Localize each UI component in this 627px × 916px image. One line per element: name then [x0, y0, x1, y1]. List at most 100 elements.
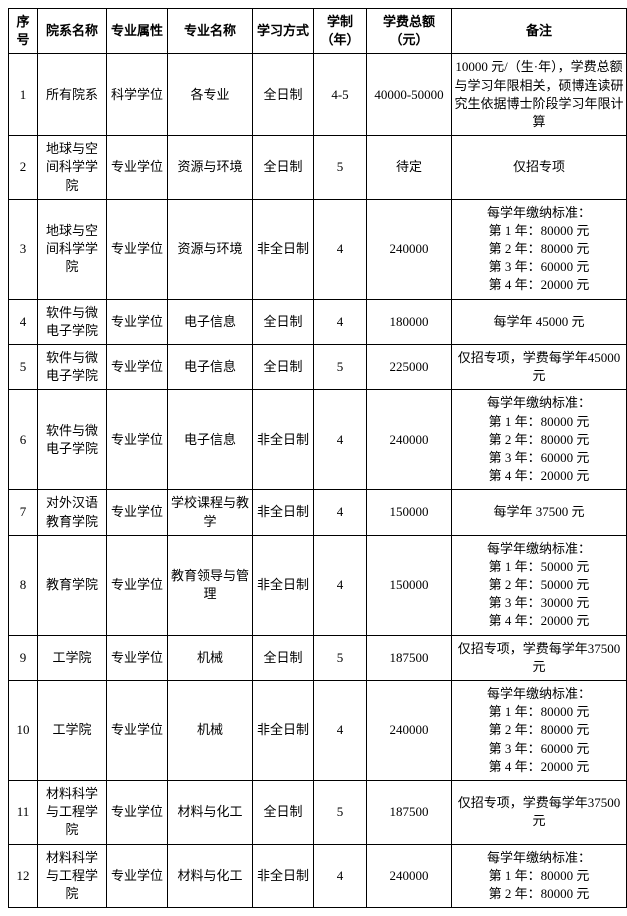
- cell-school: 地球与空间科学学院: [38, 136, 107, 200]
- cell-degree: 专业学位: [107, 136, 168, 200]
- cell-years: 5: [314, 345, 367, 390]
- cell-remark: 每学年 45000 元: [452, 299, 627, 344]
- cell-fee: 180000: [367, 299, 452, 344]
- cell-seq: 11: [9, 780, 38, 844]
- cell-fee: 240000: [367, 199, 452, 299]
- cell-major: 电子信息: [168, 345, 253, 390]
- cell-major: 电子信息: [168, 299, 253, 344]
- cell-degree: 专业学位: [107, 490, 168, 535]
- cell-remark: 每学年缴纳标准： 第 1 年：80000 元 第 2 年：80000 元: [452, 844, 627, 908]
- cell-major: 教育领导与管理: [168, 535, 253, 635]
- header-seq: 序号: [9, 9, 38, 54]
- cell-years: 4: [314, 199, 367, 299]
- cell-fee: 40000-50000: [367, 54, 452, 136]
- cell-fee: 225000: [367, 345, 452, 390]
- cell-years: 5: [314, 635, 367, 680]
- cell-school: 工学院: [38, 681, 107, 781]
- table-row: 7对外汉语教育学院专业学位学校课程与教学非全日制4150000每学年 37500…: [9, 490, 627, 535]
- cell-school: 材料科学与工程学院: [38, 780, 107, 844]
- cell-years: 4-5: [314, 54, 367, 136]
- cell-school: 软件与微电子学院: [38, 390, 107, 490]
- cell-years: 4: [314, 681, 367, 781]
- table-body: 1所有院系科学学位各专业全日制4-540000-5000010000 元/（生·…: [9, 54, 627, 908]
- cell-degree: 专业学位: [107, 199, 168, 299]
- cell-seq: 1: [9, 54, 38, 136]
- cell-major: 机械: [168, 635, 253, 680]
- table-row: 9工学院专业学位机械全日制5187500仅招专项，学费每学年37500 元: [9, 635, 627, 680]
- cell-years: 4: [314, 535, 367, 635]
- cell-fee: 150000: [367, 490, 452, 535]
- cell-degree: 专业学位: [107, 535, 168, 635]
- cell-major: 电子信息: [168, 390, 253, 490]
- cell-remark: 每学年缴纳标准： 第 1 年：80000 元 第 2 年：80000 元 第 3…: [452, 390, 627, 490]
- cell-seq: 3: [9, 199, 38, 299]
- cell-degree: 科学学位: [107, 54, 168, 136]
- cell-remark: 仅招专项，学费每学年37500 元: [452, 635, 627, 680]
- header-school: 院系名称: [38, 9, 107, 54]
- cell-years: 5: [314, 136, 367, 200]
- header-major: 专业名称: [168, 9, 253, 54]
- cell-mode: 全日制: [253, 136, 314, 200]
- cell-remark: 每学年 37500 元: [452, 490, 627, 535]
- cell-major: 材料与化工: [168, 780, 253, 844]
- header-years: 学制（年）: [314, 9, 367, 54]
- cell-remark: 每学年缴纳标准： 第 1 年：80000 元 第 2 年：80000 元 第 3…: [452, 681, 627, 781]
- table-row: 12材料科学与工程学院专业学位材料与化工非全日制4240000每学年缴纳标准： …: [9, 844, 627, 908]
- header-degree: 专业属性: [107, 9, 168, 54]
- cell-degree: 专业学位: [107, 299, 168, 344]
- cell-seq: 7: [9, 490, 38, 535]
- cell-degree: 专业学位: [107, 844, 168, 908]
- cell-years: 4: [314, 299, 367, 344]
- cell-school: 所有院系: [38, 54, 107, 136]
- cell-mode: 全日制: [253, 345, 314, 390]
- cell-seq: 10: [9, 681, 38, 781]
- header-mode: 学习方式: [253, 9, 314, 54]
- table-header: 序号 院系名称 专业属性 专业名称 学习方式 学制（年） 学费总额（元） 备注: [9, 9, 627, 54]
- cell-mode: 全日制: [253, 635, 314, 680]
- cell-mode: 全日制: [253, 54, 314, 136]
- cell-mode: 全日制: [253, 299, 314, 344]
- table-row: 10工学院专业学位机械非全日制4240000每学年缴纳标准： 第 1 年：800…: [9, 681, 627, 781]
- table-row: 11材料科学与工程学院专业学位材料与化工全日制5187500仅招专项，学费每学年…: [9, 780, 627, 844]
- header-fee: 学费总额（元）: [367, 9, 452, 54]
- cell-fee: 150000: [367, 535, 452, 635]
- cell-major: 各专业: [168, 54, 253, 136]
- cell-mode: 非全日制: [253, 199, 314, 299]
- cell-years: 4: [314, 844, 367, 908]
- cell-major: 机械: [168, 681, 253, 781]
- cell-remark: 仅招专项，学费每学年37500 元: [452, 780, 627, 844]
- cell-years: 4: [314, 390, 367, 490]
- table-row: 4软件与微电子学院专业学位电子信息全日制4180000每学年 45000 元: [9, 299, 627, 344]
- cell-major: 资源与环境: [168, 199, 253, 299]
- cell-mode: 非全日制: [253, 844, 314, 908]
- cell-degree: 专业学位: [107, 681, 168, 781]
- cell-seq: 4: [9, 299, 38, 344]
- cell-mode: 非全日制: [253, 390, 314, 490]
- cell-school: 工学院: [38, 635, 107, 680]
- cell-seq: 5: [9, 345, 38, 390]
- cell-school: 软件与微电子学院: [38, 299, 107, 344]
- table-row: 8教育学院专业学位教育领导与管理非全日制4150000每学年缴纳标准： 第 1 …: [9, 535, 627, 635]
- table-row: 2地球与空间科学学院专业学位资源与环境全日制5待定仅招专项: [9, 136, 627, 200]
- cell-school: 对外汉语教育学院: [38, 490, 107, 535]
- cell-fee: 240000: [367, 681, 452, 781]
- cell-mode: 非全日制: [253, 535, 314, 635]
- cell-degree: 专业学位: [107, 345, 168, 390]
- cell-major: 材料与化工: [168, 844, 253, 908]
- cell-mode: 非全日制: [253, 681, 314, 781]
- cell-remark: 每学年缴纳标准： 第 1 年：50000 元 第 2 年：50000 元 第 3…: [452, 535, 627, 635]
- table-row: 3地球与空间科学学院专业学位资源与环境非全日制4240000每学年缴纳标准： 第…: [9, 199, 627, 299]
- header-remark: 备注: [452, 9, 627, 54]
- cell-mode: 全日制: [253, 780, 314, 844]
- cell-fee: 187500: [367, 780, 452, 844]
- cell-seq: 6: [9, 390, 38, 490]
- table-row: 1所有院系科学学位各专业全日制4-540000-5000010000 元/（生·…: [9, 54, 627, 136]
- cell-years: 4: [314, 490, 367, 535]
- cell-seq: 2: [9, 136, 38, 200]
- cell-degree: 专业学位: [107, 780, 168, 844]
- table-row: 6软件与微电子学院专业学位电子信息非全日制4240000每学年缴纳标准： 第 1…: [9, 390, 627, 490]
- cell-major: 学校课程与教学: [168, 490, 253, 535]
- cell-fee: 240000: [367, 390, 452, 490]
- cell-remark: 仅招专项，学费每学年45000 元: [452, 345, 627, 390]
- cell-seq: 9: [9, 635, 38, 680]
